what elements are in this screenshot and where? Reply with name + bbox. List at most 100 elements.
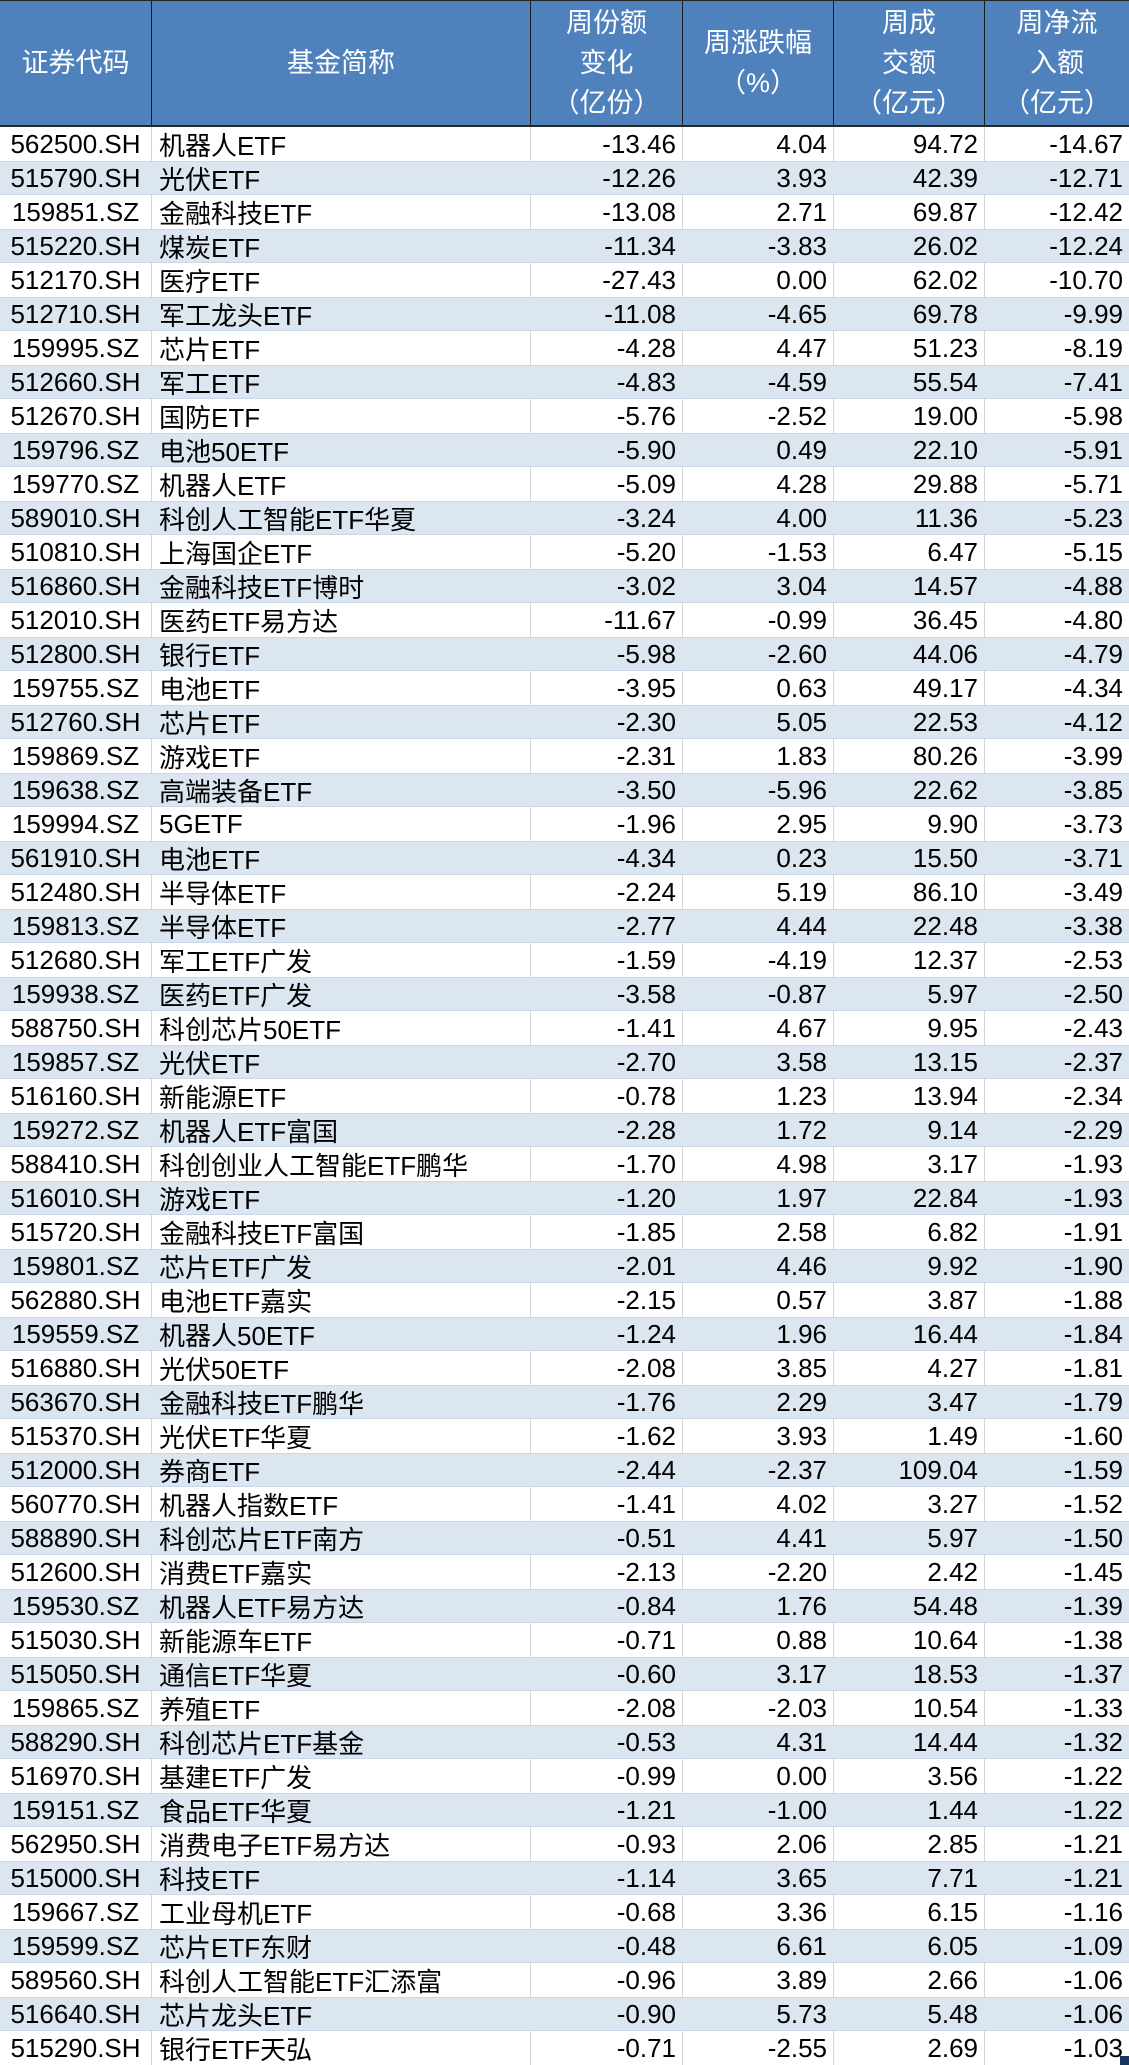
cell-code[interactable]: 516160.SH (0, 1079, 152, 1113)
cell-code[interactable]: 159638.SZ (11, 774, 140, 805)
cell-pct_change[interactable]: -1.00 (767, 1794, 827, 1825)
cell-net_inflow[interactable]: -9.99 (1063, 298, 1123, 329)
cell-turnover[interactable]: 22.62 (912, 774, 978, 805)
cell-name[interactable]: 机器人ETF易方达 (159, 1592, 365, 1623)
cell-share_change[interactable]: -27.43 (531, 263, 683, 297)
cell-code[interactable]: 159938.SZ (11, 978, 140, 1009)
cell-net_inflow[interactable]: -2.53 (1063, 944, 1123, 975)
cell-turnover[interactable]: 9.90 (834, 807, 985, 841)
cell-net_inflow[interactable]: -5.98 (1063, 400, 1123, 431)
cell-net_inflow[interactable]: -1.93 (1063, 1182, 1123, 1213)
cell-share_change[interactable]: -11.08 (604, 298, 676, 329)
cell-pct_change[interactable]: -2.37 (767, 1454, 827, 1485)
cell-name[interactable]: 消费ETF嘉实 (152, 1555, 531, 1589)
cell-pct_change[interactable]: -0.87 (767, 978, 827, 1009)
cell-code[interactable]: 562500.SH (0, 127, 152, 161)
cell-pct_change[interactable]: 5.19 (683, 875, 834, 909)
cell-net_inflow[interactable]: -5.91 (1063, 434, 1123, 465)
cell-net_inflow[interactable]: -5.15 (1063, 536, 1123, 567)
cell-turnover[interactable]: 14.57 (912, 570, 978, 601)
cell-net_inflow[interactable]: -2.50 (1063, 978, 1123, 1009)
cell-code[interactable]: 159530.SZ (11, 1590, 140, 1621)
cell-net_inflow[interactable]: -1.06 (1063, 1964, 1123, 1995)
cell-share_change[interactable]: -1.20 (616, 1182, 676, 1213)
cell-name[interactable]: 食品ETF华夏 (159, 1796, 313, 1827)
cell-turnover[interactable]: 55.54 (912, 366, 978, 397)
cell-code[interactable]: 588290.SH (10, 1726, 141, 1757)
cell-pct_change[interactable]: 1.72 (776, 1114, 827, 1145)
cell-code[interactable]: 159857.SZ (11, 1046, 140, 1077)
cell-code[interactable]: 515720.SH (0, 1215, 152, 1249)
cell-code[interactable]: 159272.SZ (11, 1114, 140, 1145)
cell-turnover[interactable]: 6.82 (834, 1215, 985, 1249)
cell-turnover[interactable]: 42.39 (912, 162, 978, 193)
cell-turnover[interactable]: 2.66 (834, 1963, 985, 1997)
cell-turnover[interactable]: 3.17 (834, 1147, 985, 1181)
cell-turnover[interactable]: 54.48 (912, 1590, 978, 1621)
cell-name[interactable]: 养殖ETF (152, 1691, 531, 1725)
cell-share_change[interactable]: -5.90 (616, 434, 676, 465)
cell-turnover[interactable]: 6.15 (834, 1895, 985, 1929)
cell-net_inflow[interactable]: -1.59 (1063, 1454, 1123, 1485)
cell-share_change[interactable]: -5.20 (531, 535, 683, 569)
cell-pct_change[interactable]: 4.41 (776, 1522, 827, 1553)
cell-turnover[interactable]: 29.88 (834, 467, 985, 501)
cell-turnover[interactable]: 3.87 (834, 1283, 985, 1317)
cell-net_inflow[interactable]: -12.71 (1049, 162, 1123, 193)
cell-share_change[interactable]: -0.99 (531, 1759, 683, 1793)
cell-share_change[interactable]: -0.68 (531, 1895, 683, 1929)
cell-share_change[interactable]: -11.34 (604, 230, 676, 261)
cell-share_change[interactable]: -4.34 (616, 842, 676, 873)
cell-turnover[interactable]: 19.00 (834, 399, 985, 433)
cell-name[interactable]: 芯片ETF (159, 708, 261, 739)
cell-pct_change[interactable]: 1.97 (776, 1182, 827, 1213)
cell-share_change[interactable]: -3.58 (616, 978, 676, 1009)
cell-share_change[interactable]: -0.71 (531, 1623, 683, 1657)
cell-name[interactable]: 金融科技ETF博时 (159, 572, 365, 603)
cell-net_inflow[interactable]: -1.22 (1063, 1760, 1123, 1791)
cell-pct_change[interactable]: -2.52 (683, 399, 834, 433)
cell-net_inflow[interactable]: -1.90 (1063, 1250, 1123, 1281)
cell-turnover[interactable]: 2.85 (834, 1827, 985, 1861)
cell-turnover[interactable]: 13.94 (834, 1079, 985, 1113)
cell-name[interactable]: 机器人ETF富国 (159, 1116, 339, 1147)
cell-net_inflow[interactable]: -3.71 (1063, 842, 1123, 873)
cell-pct_change[interactable]: 1.76 (776, 1590, 827, 1621)
cell-net_inflow[interactable]: -14.67 (1049, 128, 1123, 159)
cell-turnover[interactable]: 1.49 (834, 1419, 985, 1453)
cell-code[interactable]: 563670.SH (10, 1386, 141, 1417)
cell-pct_change[interactable]: 3.65 (776, 1862, 827, 1893)
cell-pct_change[interactable]: 5.73 (776, 1998, 827, 2029)
cell-name[interactable]: 光伏ETF华夏 (152, 1419, 531, 1453)
cell-pct_change[interactable]: 3.93 (776, 162, 827, 193)
cell-name[interactable]: 电池50ETF (159, 436, 290, 467)
cell-code[interactable]: 515790.SH (10, 162, 141, 193)
cell-pct_change[interactable]: 2.06 (683, 1827, 834, 1861)
cell-share_change[interactable]: -1.62 (531, 1419, 683, 1453)
cell-name[interactable]: 机器人50ETF (159, 1320, 316, 1351)
cell-share_change[interactable]: -3.02 (616, 570, 676, 601)
cell-pct_change[interactable]: -0.99 (683, 603, 834, 637)
cell-turnover[interactable]: 69.78 (912, 298, 978, 329)
cell-turnover[interactable]: 9.95 (834, 1011, 985, 1045)
cell-net_inflow[interactable]: -1.60 (1063, 1420, 1123, 1451)
cell-net_inflow[interactable]: -3.99 (1063, 740, 1123, 771)
cell-pct_change[interactable]: 1.83 (683, 739, 834, 773)
cell-name[interactable]: 光伏ETF (159, 1048, 261, 1079)
cell-net_inflow[interactable]: -1.32 (1063, 1726, 1123, 1757)
cell-name[interactable]: 国防ETF (152, 399, 531, 433)
column-header-pct_change[interactable]: 周涨跌幅 （%） (683, 1, 834, 125)
cell-net_inflow[interactable]: -1.93 (1063, 1148, 1123, 1179)
cell-turnover[interactable]: 18.53 (912, 1658, 978, 1689)
cell-name[interactable]: 半导体ETF (152, 875, 531, 909)
column-header-share_change[interactable]: 周份额 变化 （亿份） (531, 1, 683, 125)
cell-share_change[interactable]: -1.14 (616, 1862, 676, 1893)
cell-pct_change[interactable]: 3.58 (776, 1046, 827, 1077)
cell-pct_change[interactable]: 3.85 (683, 1351, 834, 1385)
cell-share_change[interactable]: -2.70 (616, 1046, 676, 1077)
cell-turnover[interactable]: 22.53 (912, 706, 978, 737)
cell-share_change[interactable]: -11.67 (531, 603, 683, 637)
cell-pct_change[interactable]: -1.53 (683, 535, 834, 569)
cell-net_inflow[interactable]: -1.79 (1063, 1386, 1123, 1417)
cell-code[interactable]: 516880.SH (0, 1351, 152, 1385)
